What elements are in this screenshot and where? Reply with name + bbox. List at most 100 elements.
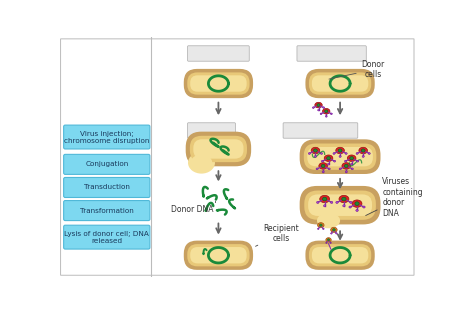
Ellipse shape [339, 195, 349, 203]
FancyBboxPatch shape [184, 241, 253, 270]
FancyBboxPatch shape [63, 225, 150, 249]
Ellipse shape [323, 228, 324, 230]
Ellipse shape [325, 115, 327, 117]
Ellipse shape [336, 233, 337, 234]
Ellipse shape [318, 223, 324, 228]
Ellipse shape [316, 168, 318, 170]
Ellipse shape [349, 206, 351, 208]
Ellipse shape [331, 201, 333, 203]
Ellipse shape [331, 227, 337, 232]
Ellipse shape [326, 238, 331, 242]
Ellipse shape [308, 152, 311, 155]
FancyBboxPatch shape [63, 154, 150, 174]
Ellipse shape [338, 149, 342, 152]
Ellipse shape [313, 149, 317, 152]
Ellipse shape [342, 163, 350, 169]
Ellipse shape [361, 149, 365, 152]
FancyBboxPatch shape [300, 139, 381, 174]
FancyBboxPatch shape [63, 125, 150, 149]
FancyBboxPatch shape [188, 123, 235, 138]
Ellipse shape [324, 205, 326, 207]
FancyBboxPatch shape [300, 186, 381, 225]
Ellipse shape [344, 160, 347, 162]
Ellipse shape [350, 157, 354, 160]
FancyBboxPatch shape [309, 244, 371, 266]
Ellipse shape [347, 155, 356, 161]
Ellipse shape [350, 163, 353, 165]
Text: Transformation: Transformation [80, 207, 134, 214]
Ellipse shape [326, 242, 327, 244]
Ellipse shape [345, 152, 347, 155]
Ellipse shape [336, 201, 338, 203]
FancyBboxPatch shape [304, 191, 376, 220]
Ellipse shape [350, 201, 352, 203]
Ellipse shape [315, 102, 322, 108]
Ellipse shape [319, 163, 327, 169]
Ellipse shape [359, 147, 368, 154]
Ellipse shape [327, 239, 330, 241]
FancyBboxPatch shape [283, 123, 358, 138]
Text: Lysis of donor cell; DNA
released: Lysis of donor cell; DNA released [64, 231, 149, 244]
Ellipse shape [336, 147, 344, 154]
Ellipse shape [327, 163, 330, 165]
Ellipse shape [357, 160, 359, 162]
Text: Viruses
containing
donor
DNA: Viruses containing donor DNA [366, 177, 423, 218]
FancyBboxPatch shape [309, 72, 371, 95]
Ellipse shape [322, 171, 324, 173]
FancyBboxPatch shape [188, 244, 250, 266]
Ellipse shape [320, 195, 330, 203]
Ellipse shape [326, 157, 331, 160]
Ellipse shape [324, 155, 333, 161]
FancyBboxPatch shape [307, 147, 373, 166]
Ellipse shape [317, 104, 320, 106]
Ellipse shape [317, 201, 319, 203]
Ellipse shape [318, 228, 319, 230]
Ellipse shape [318, 109, 319, 111]
FancyBboxPatch shape [308, 194, 372, 216]
Ellipse shape [188, 152, 215, 174]
Ellipse shape [362, 156, 364, 157]
Ellipse shape [323, 107, 325, 109]
Text: Conjugation: Conjugation [85, 161, 128, 167]
Ellipse shape [343, 205, 345, 207]
FancyBboxPatch shape [63, 201, 150, 220]
Ellipse shape [345, 171, 347, 173]
Ellipse shape [368, 152, 370, 155]
Ellipse shape [325, 110, 328, 113]
Ellipse shape [314, 156, 317, 157]
Ellipse shape [313, 107, 314, 109]
Ellipse shape [331, 233, 332, 234]
FancyBboxPatch shape [306, 69, 375, 98]
Ellipse shape [352, 200, 362, 207]
Ellipse shape [342, 197, 346, 201]
FancyBboxPatch shape [190, 247, 247, 263]
Ellipse shape [331, 113, 332, 114]
FancyBboxPatch shape [184, 69, 253, 98]
Ellipse shape [355, 202, 359, 206]
Ellipse shape [330, 242, 332, 244]
Ellipse shape [344, 164, 348, 168]
FancyBboxPatch shape [61, 39, 414, 275]
Ellipse shape [339, 156, 341, 157]
Text: Donor DNA: Donor DNA [171, 201, 214, 214]
Ellipse shape [356, 152, 358, 155]
Ellipse shape [319, 224, 322, 226]
Ellipse shape [356, 209, 358, 211]
FancyBboxPatch shape [194, 139, 244, 159]
FancyBboxPatch shape [63, 178, 150, 197]
Ellipse shape [332, 229, 335, 231]
FancyBboxPatch shape [312, 247, 368, 263]
Ellipse shape [363, 206, 365, 208]
FancyBboxPatch shape [297, 46, 366, 61]
Ellipse shape [317, 213, 340, 228]
FancyBboxPatch shape [304, 143, 376, 170]
Ellipse shape [323, 109, 330, 114]
Ellipse shape [311, 147, 320, 154]
Text: Recipient
cells: Recipient cells [256, 224, 299, 246]
Ellipse shape [323, 197, 327, 201]
Text: Donor
cells: Donor cells [329, 60, 385, 79]
FancyBboxPatch shape [188, 46, 249, 61]
FancyBboxPatch shape [306, 241, 375, 270]
Ellipse shape [321, 160, 324, 162]
Ellipse shape [328, 168, 330, 170]
